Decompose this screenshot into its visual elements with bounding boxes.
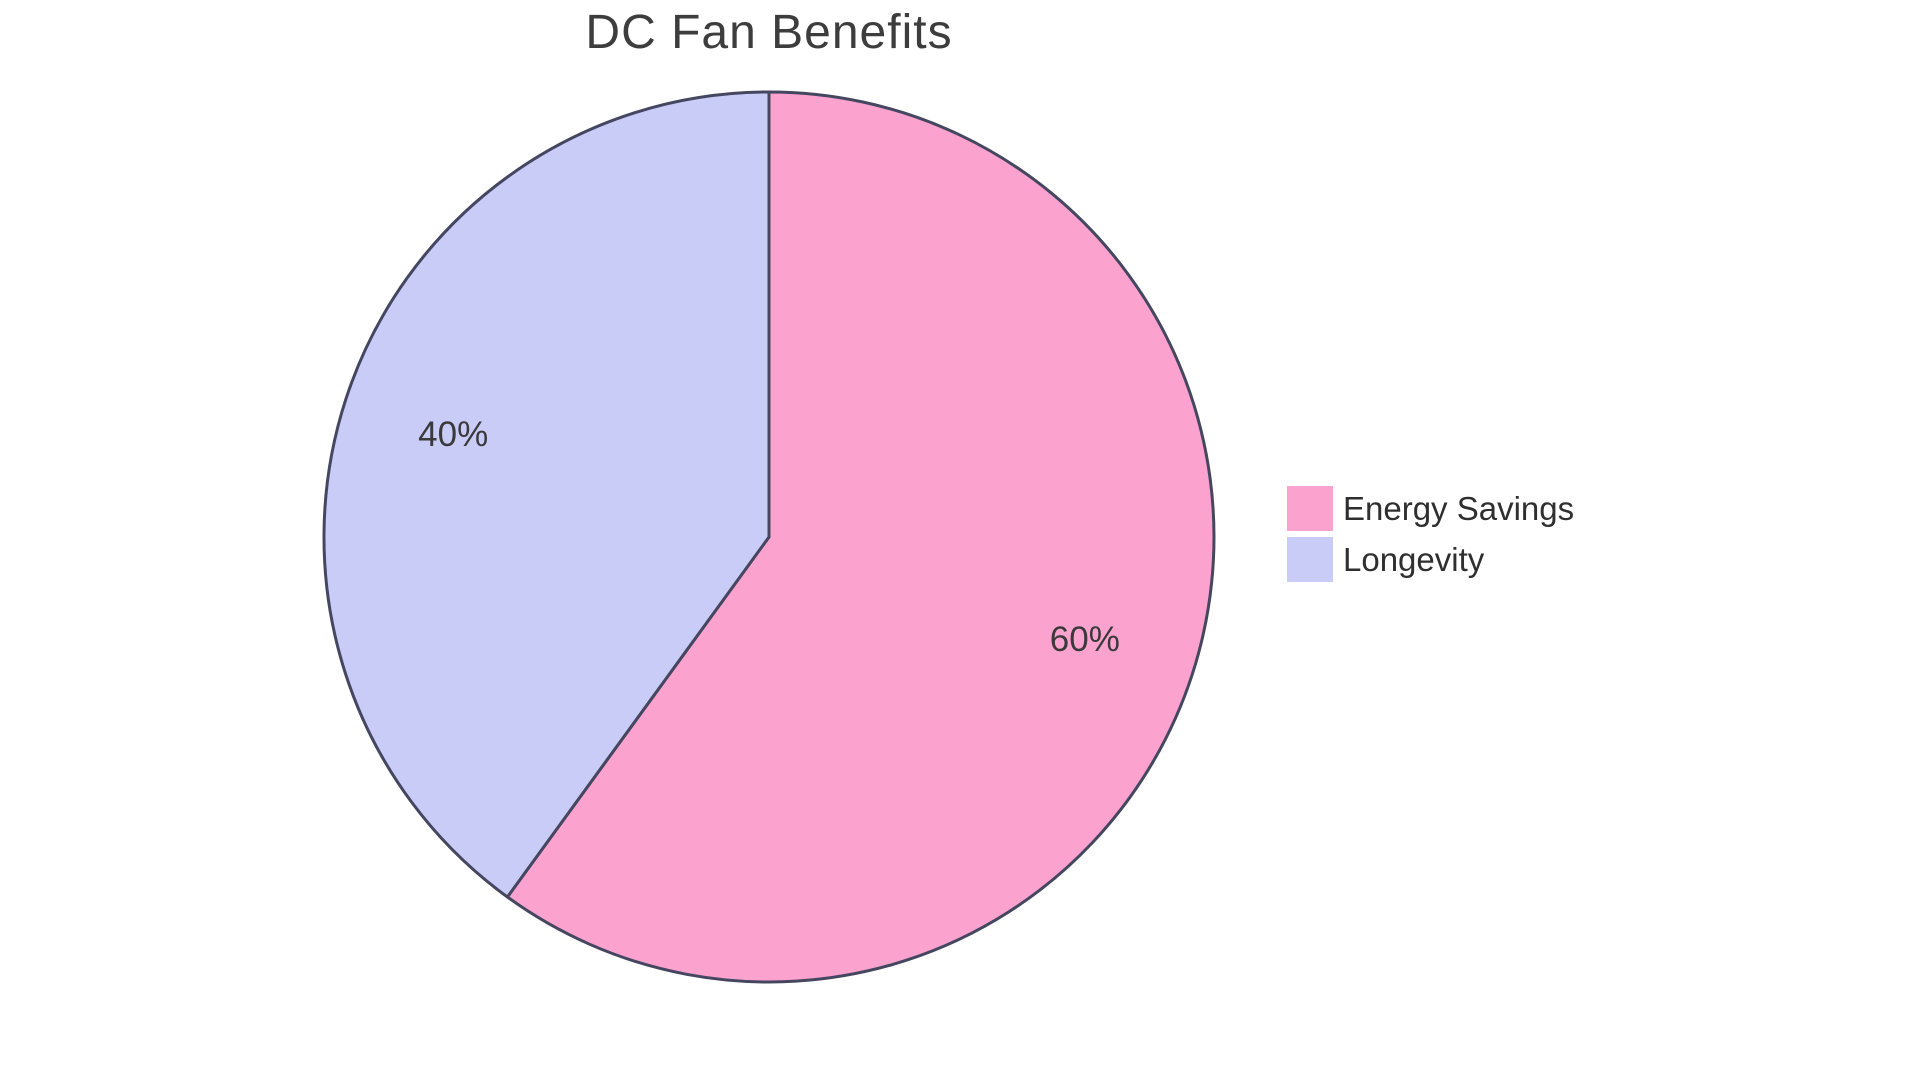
- legend-swatch-longevity: [1287, 537, 1333, 582]
- pie-slice-energy-savings: [505, 90, 1216, 984]
- pie-slice-longevity: [322, 90, 771, 899]
- chart-title: DC Fan Benefits: [585, 6, 953, 59]
- legend: Energy Savings Longevity: [1287, 486, 1574, 582]
- pie-slice-label-energy-savings: 60%: [1050, 620, 1120, 659]
- legend-swatch-energy-savings: [1287, 486, 1333, 531]
- pie-slice-label-longevity: 40%: [418, 415, 488, 454]
- legend-item-energy-savings[interactable]: Energy Savings: [1287, 486, 1574, 531]
- legend-label-energy-savings: Energy Savings: [1343, 489, 1575, 527]
- legend-label-longevity: Longevity: [1343, 540, 1485, 578]
- legend-item-longevity[interactable]: Longevity: [1287, 537, 1574, 582]
